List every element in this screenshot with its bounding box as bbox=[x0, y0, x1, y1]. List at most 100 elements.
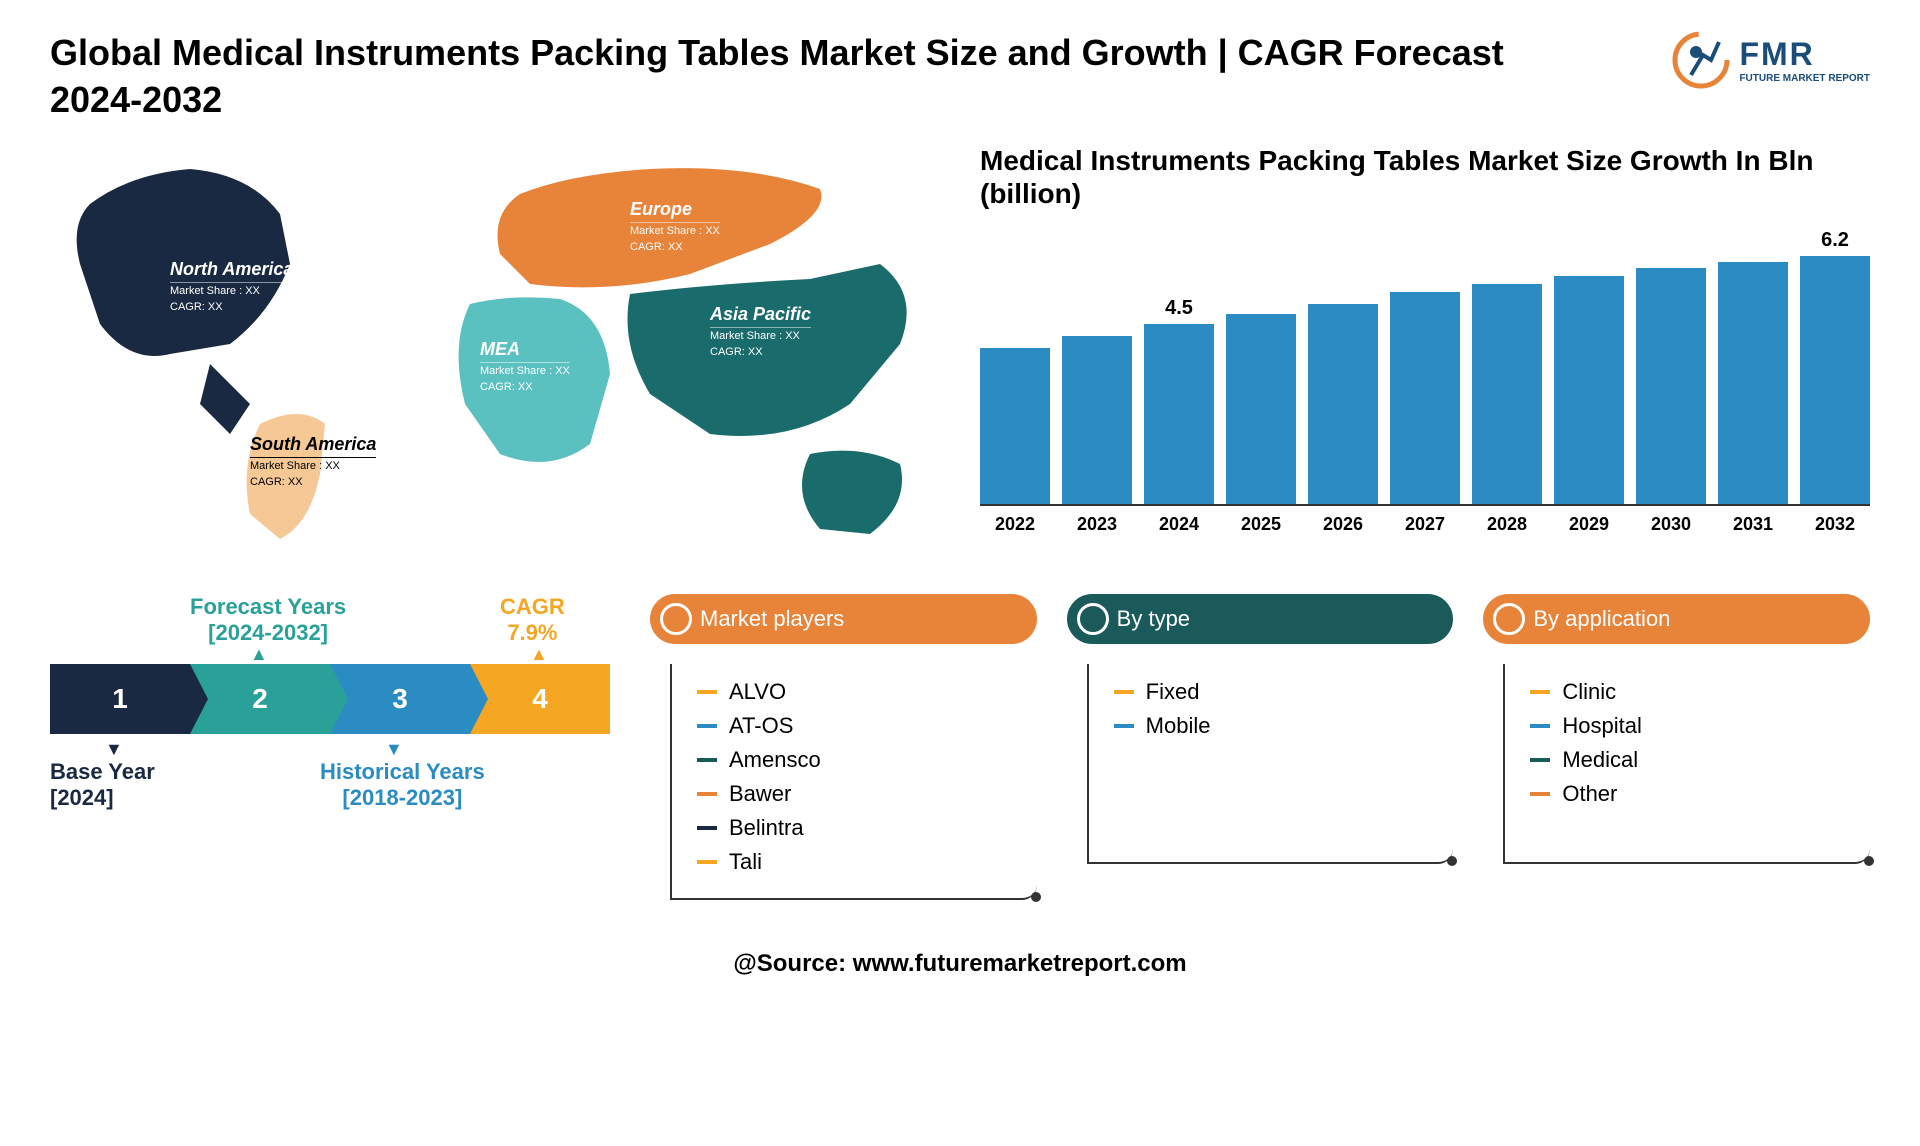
bar-2024: 4.5 bbox=[1144, 297, 1214, 504]
item-label: Fixed bbox=[1146, 679, 1200, 705]
logo: FMR FUTURE MARKET REPORT bbox=[1671, 30, 1870, 90]
region-mea: MEA Market Share : XX CAGR: XX bbox=[480, 339, 570, 393]
item-dash-icon bbox=[1530, 724, 1550, 728]
category-item: Tali bbox=[697, 849, 1022, 875]
bar-year-label: 2022 bbox=[980, 514, 1050, 535]
item-dash-icon bbox=[697, 758, 717, 762]
item-dash-icon bbox=[697, 690, 717, 694]
bar bbox=[1308, 304, 1378, 504]
bar-year-label: 2029 bbox=[1554, 514, 1624, 535]
page-title: Global Medical Instruments Packing Table… bbox=[50, 30, 1550, 124]
item-label: ALVO bbox=[729, 679, 786, 705]
cagr-marker: ▲ bbox=[530, 644, 548, 665]
bar bbox=[1718, 262, 1788, 504]
item-label: Other bbox=[1562, 781, 1617, 807]
timeline-seg-1: 1 bbox=[50, 664, 190, 734]
bar bbox=[1226, 314, 1296, 504]
bar-year-label: 2031 bbox=[1718, 514, 1788, 535]
bar-2028 bbox=[1472, 256, 1542, 504]
item-label: Clinic bbox=[1562, 679, 1616, 705]
bar-chart-section: Medical Instruments Packing Tables Marke… bbox=[980, 144, 1870, 544]
header: Global Medical Instruments Packing Table… bbox=[50, 30, 1870, 124]
bar-2030 bbox=[1636, 240, 1706, 504]
item-label: Hospital bbox=[1562, 713, 1641, 739]
category-item: Fixed bbox=[1114, 679, 1439, 705]
bar bbox=[1554, 276, 1624, 504]
bar-year-label: 2026 bbox=[1308, 514, 1378, 535]
bar-2025 bbox=[1226, 286, 1296, 504]
item-dash-icon bbox=[1530, 758, 1550, 762]
item-label: Bawer bbox=[729, 781, 791, 807]
bar-2032: 6.2 bbox=[1800, 229, 1870, 504]
forecast-label: Forecast Years [2024-2032] bbox=[190, 594, 346, 646]
chart-title: Medical Instruments Packing Tables Marke… bbox=[980, 144, 1870, 211]
bar-2031 bbox=[1718, 234, 1788, 504]
item-dash-icon bbox=[697, 724, 717, 728]
category-item: Other bbox=[1530, 781, 1855, 807]
timeline-bar: 1 2 3 4 bbox=[50, 664, 610, 734]
item-dash-icon bbox=[697, 860, 717, 864]
logo-brand: FMR bbox=[1739, 36, 1870, 73]
item-label: Belintra bbox=[729, 815, 804, 841]
category-item: Mobile bbox=[1114, 713, 1439, 739]
category-item: Belintra bbox=[697, 815, 1022, 841]
base-label: Base Year [2024] bbox=[50, 759, 155, 811]
bar-2023 bbox=[1062, 308, 1132, 504]
category-item: AT-OS bbox=[697, 713, 1022, 739]
category-item: Hospital bbox=[1530, 713, 1855, 739]
item-label: Medical bbox=[1562, 747, 1638, 773]
region-ap: Asia Pacific Market Share : XX CAGR: XX bbox=[710, 304, 811, 358]
item-label: Mobile bbox=[1146, 713, 1211, 739]
category-header: By application bbox=[1483, 594, 1870, 644]
source-attribution: @Source: www.futuremarketreport.com bbox=[50, 950, 1870, 978]
bar bbox=[1636, 268, 1706, 504]
category-item: ALVO bbox=[697, 679, 1022, 705]
item-label: Tali bbox=[729, 849, 762, 875]
item-dash-icon bbox=[1530, 792, 1550, 796]
region-eu: Europe Market Share : XX CAGR: XX bbox=[630, 199, 720, 253]
category-item: Bawer bbox=[697, 781, 1022, 807]
category-item: Clinic bbox=[1530, 679, 1855, 705]
timeline-seg-3: 3 bbox=[330, 664, 470, 734]
bar-year-label: 2030 bbox=[1636, 514, 1706, 535]
category-list: Clinic Hospital Medical Other bbox=[1503, 664, 1870, 864]
category-column: Market playersALVOAT-OSAmenscoBawerBelin… bbox=[650, 594, 1037, 900]
item-dash-icon bbox=[697, 792, 717, 796]
world-map: North America Market Share : XX CAGR: XX… bbox=[50, 144, 950, 544]
category-header: Market players bbox=[650, 594, 1037, 644]
hist-marker: ▼ bbox=[385, 739, 403, 760]
bar-value: 6.2 bbox=[1821, 229, 1849, 252]
timeline-seg-2: 2 bbox=[190, 664, 330, 734]
bar-year-label: 2025 bbox=[1226, 514, 1296, 535]
item-dash-icon bbox=[1114, 690, 1134, 694]
bar-year-label: 2028 bbox=[1472, 514, 1542, 535]
region-sa: South America Market Share : XX CAGR: XX bbox=[250, 434, 376, 488]
bar bbox=[1800, 256, 1870, 504]
category-list: Fixed Mobile bbox=[1087, 664, 1454, 864]
bar bbox=[1144, 324, 1214, 504]
logo-icon bbox=[1671, 30, 1731, 90]
item-label: AT-OS bbox=[729, 713, 793, 739]
cagr-label: CAGR 7.9% bbox=[500, 594, 565, 646]
region-na: North America Market Share : XX CAGR: XX bbox=[170, 259, 293, 313]
item-dash-icon bbox=[1114, 724, 1134, 728]
bar-year-label: 2027 bbox=[1390, 514, 1460, 535]
bar-2026 bbox=[1308, 276, 1378, 504]
bar-chart: 4.5 6.2 bbox=[980, 226, 1870, 506]
categories: Market playersALVOAT-OSAmenscoBawerBelin… bbox=[650, 594, 1870, 900]
bar-value: 4.5 bbox=[1165, 297, 1193, 320]
base-marker: ▼ bbox=[105, 739, 123, 760]
timeline-seg-4: 4 bbox=[470, 664, 610, 734]
bar-2022 bbox=[980, 320, 1050, 504]
bar-2029 bbox=[1554, 248, 1624, 504]
timeline: Forecast Years [2024-2032] ▲ CAGR 7.9% ▲… bbox=[50, 594, 610, 824]
bar bbox=[1062, 336, 1132, 504]
bar bbox=[1472, 284, 1542, 504]
bar-year-label: 2032 bbox=[1800, 514, 1870, 535]
category-column: By typeFixedMobile bbox=[1067, 594, 1454, 900]
category-list: ALVOAT-OSAmenscoBawerBelintraTali bbox=[670, 664, 1037, 900]
bar-labels: 2022202320242025202620272028202920302031… bbox=[980, 506, 1870, 535]
category-item: Medical bbox=[1530, 747, 1855, 773]
bar bbox=[1390, 292, 1460, 504]
bar-year-label: 2024 bbox=[1144, 514, 1214, 535]
